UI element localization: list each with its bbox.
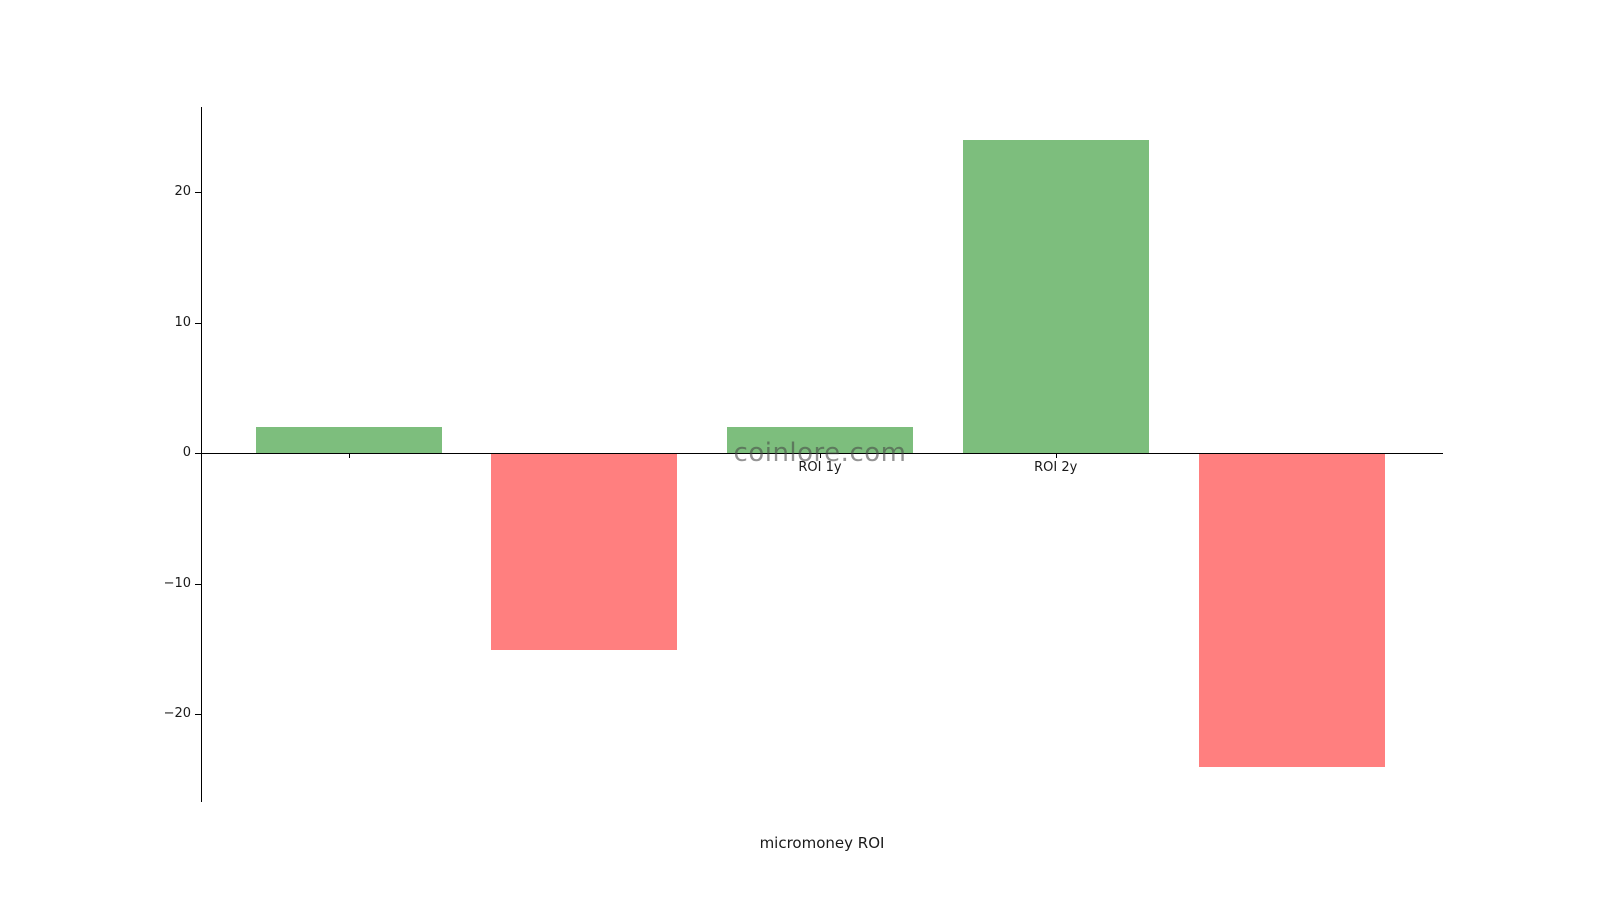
watermark-text: coinlore.com — [733, 438, 907, 468]
x-tick-label: ROI 1y — [798, 460, 842, 475]
bar-series-1 — [491, 454, 677, 650]
y-tick-mark — [195, 453, 201, 454]
bar-series-4 — [1199, 454, 1385, 767]
y-tick-label: −10 — [163, 576, 191, 591]
y-tick-label: 20 — [174, 184, 191, 199]
bar-roi-1y — [727, 427, 913, 453]
y-tick-label: 10 — [174, 315, 191, 330]
y-tick-label: 0 — [182, 445, 191, 460]
x-axis-title: micromoney ROI — [759, 834, 885, 852]
x-tick-label: ROI 2y — [1034, 460, 1078, 475]
bar-series-0 — [256, 427, 442, 453]
y-tick-mark — [195, 192, 201, 193]
y-axis-line — [201, 107, 202, 802]
x-tick-mark — [349, 453, 350, 458]
x-tick-mark — [820, 453, 821, 458]
x-axis-zero-line — [201, 453, 1443, 454]
y-tick-mark — [195, 584, 201, 585]
y-tick-label: −20 — [163, 706, 191, 721]
y-tick-mark — [195, 323, 201, 324]
bar-roi-2y — [963, 140, 1149, 453]
y-tick-mark — [195, 714, 201, 715]
x-tick-mark — [1056, 453, 1057, 458]
